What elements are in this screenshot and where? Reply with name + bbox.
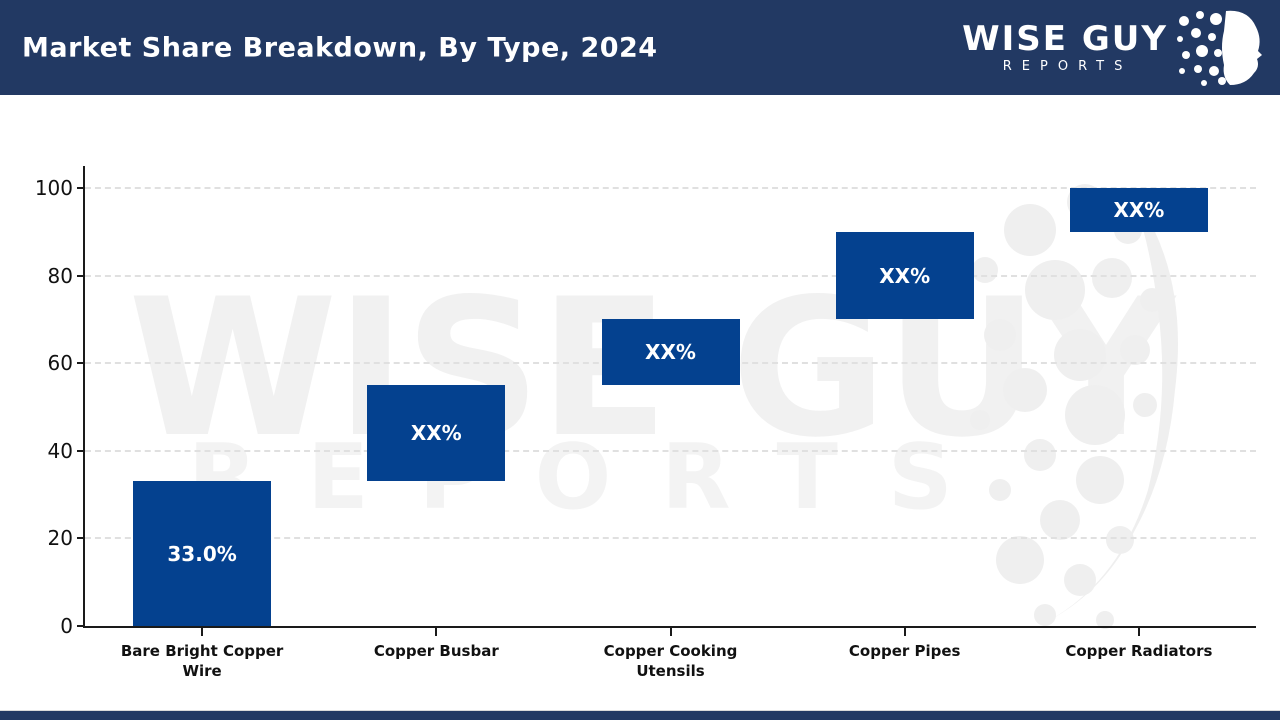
x-axis-line [83,626,1256,628]
y-tick-60 [77,362,85,365]
bar-copper-cooking-utensils: XX% [601,319,740,386]
y-tick-label-80: 80 [47,263,73,288]
logo-wiseguy-label: WISE GUY [962,18,1168,59]
bar-value-label: XX% [1113,197,1165,222]
gridline-40 [85,449,1256,452]
y-tick-40 [77,449,85,452]
header-bar: Market Share Breakdown, By Type, 2024 WI… [0,0,1280,95]
bar-copper-radiators: XX% [1069,188,1208,232]
bar-copper-busbar: XX% [367,385,506,482]
gridline-100 [85,187,1256,189]
bar-bare-bright-copper-wire: 33.0% [133,481,272,626]
y-tick-label-60: 60 [47,351,73,376]
category-label-copper-pipes: Copper Pipes [848,642,961,660]
logo-head-icon [1177,10,1262,86]
y-tick-label-0: 0 [60,614,73,638]
page-title: Market Share Breakdown, By Type, 2024 [22,32,658,63]
gridline-20 [85,537,1256,540]
wise-guy-reports-logo: WISE GUY REPORTS [962,6,1266,90]
bar-value-label: 33.0% [167,541,237,566]
logo-text: WISE GUY REPORTS [962,18,1168,75]
gridline-80 [85,274,1256,277]
logo-reports-label: REPORTS [1002,59,1133,75]
y-tick-80 [77,274,85,277]
category-label-copper-cooking-utensils: Copper Cooking Utensils [603,642,738,681]
x-tick-copper-pipes [903,628,906,636]
x-tick-copper-cooking-utensils [669,628,672,636]
footer-bar [0,711,1280,720]
bar-value-label: XX% [879,263,931,288]
y-tick-label-20: 20 [47,526,73,551]
y-axis-line [83,166,85,628]
x-tick-bare-bright-copper-wire [201,628,204,636]
x-tick-copper-radiators [1137,628,1140,636]
footer-divider [0,710,1280,711]
x-tick-copper-busbar [435,628,438,636]
y-tick-0 [77,625,85,627]
y-tick-100 [77,187,85,189]
bar-value-label: XX% [410,421,462,446]
y-tick-label-40: 40 [47,438,73,463]
bar-value-label: XX% [645,340,696,365]
category-label-bare-bright-copper-wire: Bare Bright Copper Wire [120,642,284,681]
y-tick-20 [77,537,85,540]
category-label-copper-radiators: Copper Radiators [1065,642,1213,660]
y-tick-label-100: 100 [34,176,73,200]
bar-copper-pipes: XX% [835,231,974,320]
category-label-copper-busbar: Copper Busbar [373,642,499,660]
